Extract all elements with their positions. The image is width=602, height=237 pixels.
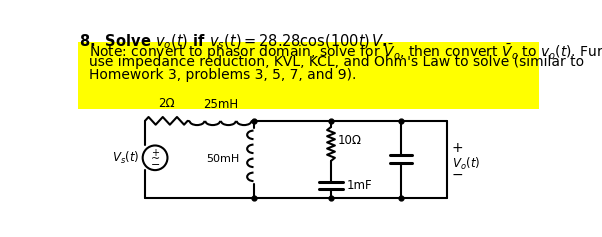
Text: 10Ω: 10Ω <box>337 134 361 147</box>
Text: 1mF: 1mF <box>347 179 372 192</box>
Text: $V_o(t)$: $V_o(t)$ <box>452 156 480 172</box>
Text: +: + <box>452 141 464 155</box>
Text: +: + <box>151 148 159 158</box>
Text: 25mH: 25mH <box>203 98 238 111</box>
Text: ~: ~ <box>150 154 160 164</box>
FancyBboxPatch shape <box>78 41 539 109</box>
Text: −: − <box>150 160 160 170</box>
Text: use impedance reduction, KVL, KCL, and Ohm's Law to solve (similar to: use impedance reduction, KVL, KCL, and O… <box>89 55 585 69</box>
Text: $V_s(t)$: $V_s(t)$ <box>112 150 140 166</box>
Text: Homework 3, problems 3, 5, 7, and 9).: Homework 3, problems 3, 5, 7, and 9). <box>89 68 356 82</box>
Text: 2Ω: 2Ω <box>158 97 175 110</box>
Text: Note: convert to phasor domain, solve for $\bar{V}_o$, then convert $\bar{V}_o$ : Note: convert to phasor domain, solve fo… <box>89 42 602 62</box>
Text: 50mH: 50mH <box>206 154 240 164</box>
Text: 8.  Solve $v_o(t)$ if $v_s(t) = 28.28\cos(100t)\,V$.: 8. Solve $v_o(t)$ if $v_s(t) = 28.28\cos… <box>79 32 388 51</box>
Text: −: − <box>452 168 464 182</box>
